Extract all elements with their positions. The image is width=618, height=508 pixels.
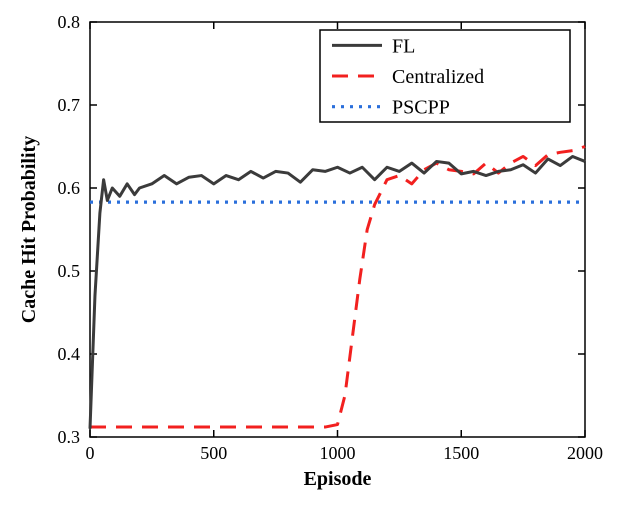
x-tick-label: 0	[86, 443, 95, 463]
cache-hit-chart: 0 500 1000 1500 2000 0.3 0.4 0.5 0.6 0.7 0.8 Episod…	[0, 0, 618, 508]
y-axis-label: Cache Hit Probability	[18, 136, 40, 323]
y-tick-label: 0.4	[58, 344, 81, 364]
x-axis-label: Episode	[304, 468, 372, 490]
y-tick-label: 0.6	[58, 178, 81, 198]
legend-label-pscpp: PSCPP	[392, 97, 450, 119]
x-tick-label: 2000	[567, 443, 603, 463]
y-tick-label: 0.3	[58, 427, 81, 447]
y-tick-label: 0.8	[58, 12, 81, 32]
x-tick-label: 1000	[320, 443, 356, 463]
y-tick-label: 0.7	[58, 95, 81, 115]
x-tick-label: 1500	[443, 443, 479, 463]
legend-label-fl: FL	[392, 35, 415, 57]
legend-label-centralized: Centralized	[392, 66, 484, 88]
y-tick-label: 0.5	[58, 261, 81, 281]
x-tick-label: 500	[200, 443, 227, 463]
